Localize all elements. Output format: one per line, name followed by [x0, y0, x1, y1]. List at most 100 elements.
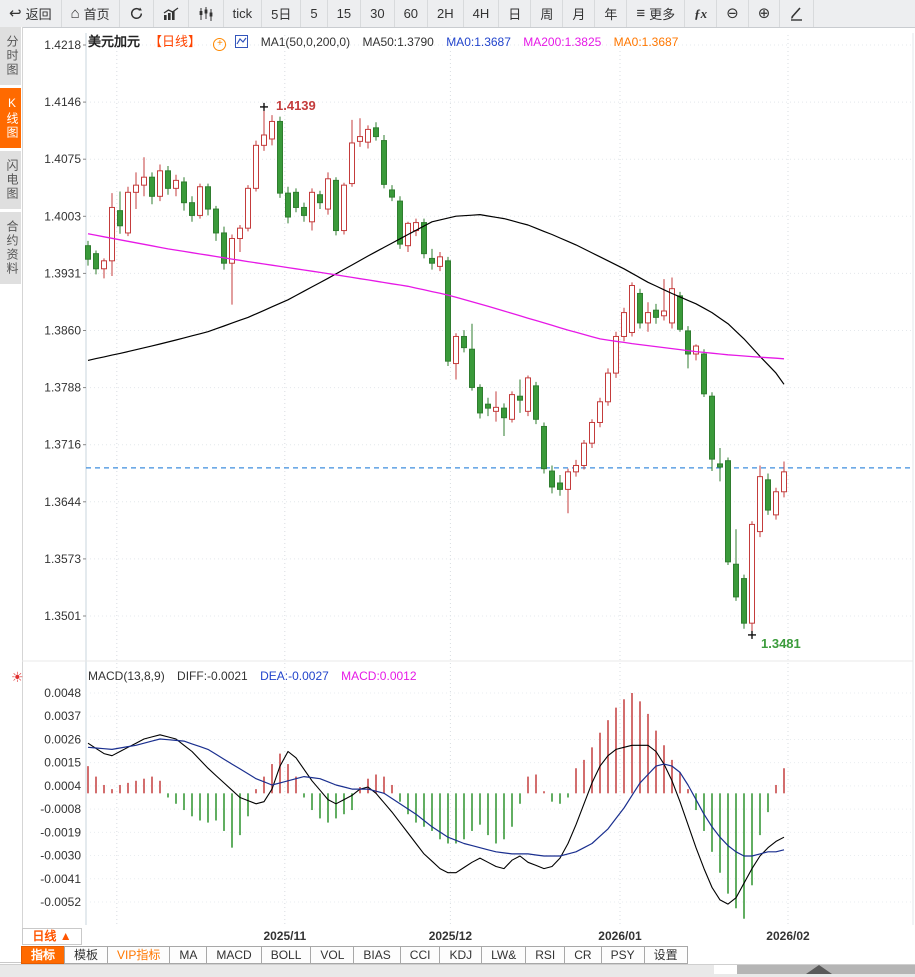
price-axis-label: 1.3931: [44, 266, 81, 280]
toolbar-label-day: 日: [508, 7, 522, 22]
zoom-out-icon: ⊖: [726, 5, 739, 22]
price-axis-label: 1.3716: [44, 438, 81, 452]
tab-vol[interactable]: VOL: [310, 946, 355, 964]
tab-cr[interactable]: CR: [564, 946, 602, 964]
tab-ma[interactable]: MA: [169, 946, 208, 964]
chart-style-icon[interactable]: [235, 35, 249, 51]
tab-boll[interactable]: BOLL: [260, 946, 312, 964]
toolbar-button-refresh[interactable]: [120, 0, 154, 27]
refresh-icon: [129, 6, 144, 21]
tab-kdj[interactable]: KDJ: [439, 946, 483, 964]
toolbar-label-more: 更多: [649, 7, 676, 22]
price-axis-label: 1.3644: [44, 495, 81, 509]
price-axis-label: 1.3788: [44, 381, 81, 395]
toolbar-button-m60[interactable]: 60: [395, 0, 429, 27]
tab-settings[interactable]: 设置: [643, 946, 688, 964]
toolbar-label-m30: 30: [370, 6, 385, 21]
toolbar-label-month: 月: [572, 7, 586, 22]
tab-indicators[interactable]: 指标: [21, 946, 66, 964]
price-axis-label: 1.4218: [44, 38, 81, 52]
price-axis-label: 1.3573: [44, 552, 81, 566]
macd-axis-label: -0.0008: [40, 802, 81, 816]
macd-axis-label: -0.0052: [40, 895, 81, 909]
toolbar-button-zoom-in[interactable]: ⊕: [749, 0, 781, 27]
toolbar-label-tick: tick: [232, 6, 253, 21]
sidebar-item-timeshare-chart[interactable]: 分时图: [0, 27, 21, 85]
zoom-in-icon: ⊕: [757, 5, 771, 22]
tab-psy[interactable]: PSY: [600, 946, 645, 964]
toolbar-label-back: 返回: [25, 7, 52, 22]
x-axis-row: 日线 ▲ 2025/11 2025/12 2026/01 2026/02: [22, 928, 915, 946]
toolbar-button-year[interactable]: 年: [595, 0, 628, 27]
tab-macd[interactable]: MACD: [206, 946, 262, 964]
x-axis-label-2: 2025/12: [428, 929, 473, 943]
toolbar-button-m15[interactable]: 15: [328, 0, 362, 27]
tab-cci[interactable]: CCI: [399, 946, 441, 964]
macd-axis-label: 0.0037: [44, 709, 81, 723]
toolbar-label-m60: 60: [403, 6, 419, 21]
price-axis-label: 1.4003: [44, 209, 81, 223]
draw-icon: [789, 6, 804, 21]
macd-value: MACD:0.0012: [341, 669, 417, 683]
toolbar-label-h4: 4H: [472, 6, 490, 21]
toolbar-button-fx[interactable]: ƒx: [685, 0, 718, 27]
sidebar-item-contract-info[interactable]: 合约资料: [0, 212, 21, 284]
toolbar-label-m5: 5: [310, 6, 318, 21]
chart-type-sidebar: 分时图 K线图闪电图合约资料: [0, 27, 23, 977]
toolbar-button-tick[interactable]: tick: [224, 0, 263, 27]
toolbar-button-zoom-out[interactable]: ⊖: [717, 0, 749, 27]
low-price-annotation: 1.3481: [761, 636, 801, 651]
toolbar-label-5d: 5日: [271, 7, 292, 22]
line-chart-icon: [163, 6, 179, 21]
tab-bias[interactable]: BIAS: [353, 946, 401, 964]
tab-rsi[interactable]: RSI: [525, 946, 566, 964]
plus-circle-icon[interactable]: +: [213, 38, 227, 51]
toolbar-button-back[interactable]: ↩ 返回: [0, 0, 62, 27]
ma-group-label: MA1(50,0,200,0): [260, 35, 351, 49]
toolbar-button-h2[interactable]: 2H: [428, 0, 464, 27]
sidebar-item-kline-chart[interactable]: K线图: [0, 88, 21, 148]
price-axis-label: 1.4075: [44, 152, 81, 166]
home-icon: ⌂: [70, 5, 80, 22]
x-axis-label-4: 2026/02: [766, 929, 810, 943]
macd-axis-label: 0.0015: [44, 756, 81, 770]
toolbar-button-line-chart[interactable]: [154, 0, 189, 27]
toolbar-button-5d[interactable]: 5日: [262, 0, 302, 27]
macd-axis-label: 0.0048: [44, 686, 81, 700]
toolbar-button-m30[interactable]: 30: [361, 0, 395, 27]
toolbar-button-more[interactable]: ≡ 更多: [627, 0, 686, 27]
top-toolbar: ↩ 返回 ⌂ 首页 tick 5日 5 15 30 60 2H 4H 日周月年 ≡ 更多 ƒx ⊖ ⊕: [0, 0, 915, 28]
toolbar-button-home[interactable]: ⌂ 首页: [62, 0, 120, 27]
scrollbar-notch: [714, 965, 737, 974]
back-arrow-icon: ↩: [9, 5, 22, 22]
candlestick-chart-canvas[interactable]: 1.4218 1.4146 1.4075 1.4003 1.3931 1.3860 1.37…: [22, 27, 915, 928]
macd-legend: MACD(13,8,9) DIFF:-0.0021 DEA:-0.0027 MA…: [88, 669, 426, 683]
macd-axis-label: 0.0004: [44, 779, 81, 793]
main-chart-legend: 美元加元 【日线】 + MA1(50,0,200,0) MA50:1.3790 M…: [88, 31, 687, 51]
toolbar-button-draw[interactable]: [780, 0, 815, 27]
toolbar-button-week[interactable]: 周: [531, 0, 564, 27]
macd-axis-label: -0.0019: [40, 825, 81, 839]
bottom-strip: [0, 964, 915, 977]
toolbar-button-candle-chart[interactable]: [189, 0, 224, 27]
sidebar-item-lightning-chart[interactable]: 闪电图: [0, 151, 21, 209]
toolbar-button-h4[interactable]: 4H: [464, 0, 500, 27]
toolbar-button-day[interactable]: 日: [499, 0, 532, 27]
ma0-orange-value: MA0:1.3687: [613, 35, 679, 49]
toolbar-button-m5[interactable]: 5: [301, 0, 328, 27]
tab-lw[interactable]: LW&: [481, 946, 527, 964]
period-selector-button[interactable]: 日线 ▲: [22, 928, 82, 945]
price-axis-label: 1.3860: [44, 324, 81, 338]
toolbar-label-week: 周: [540, 7, 554, 22]
price-axis-label: 1.4146: [44, 95, 81, 109]
tab-vip-indicators[interactable]: VIP指标: [107, 946, 171, 964]
ma0-blue-value: MA0:1.3687: [446, 35, 511, 49]
toolbar-button-month[interactable]: 月: [563, 0, 596, 27]
ma200-value: MA200:1.3825: [523, 35, 602, 49]
panel-expand-handle-icon[interactable]: [806, 965, 832, 974]
menu-icon: ≡: [636, 5, 646, 22]
indicator-settings-icon[interactable]: ☀: [11, 669, 24, 685]
x-axis-label-1: 2025/11: [263, 929, 307, 943]
tab-templates[interactable]: 模板: [64, 946, 109, 964]
